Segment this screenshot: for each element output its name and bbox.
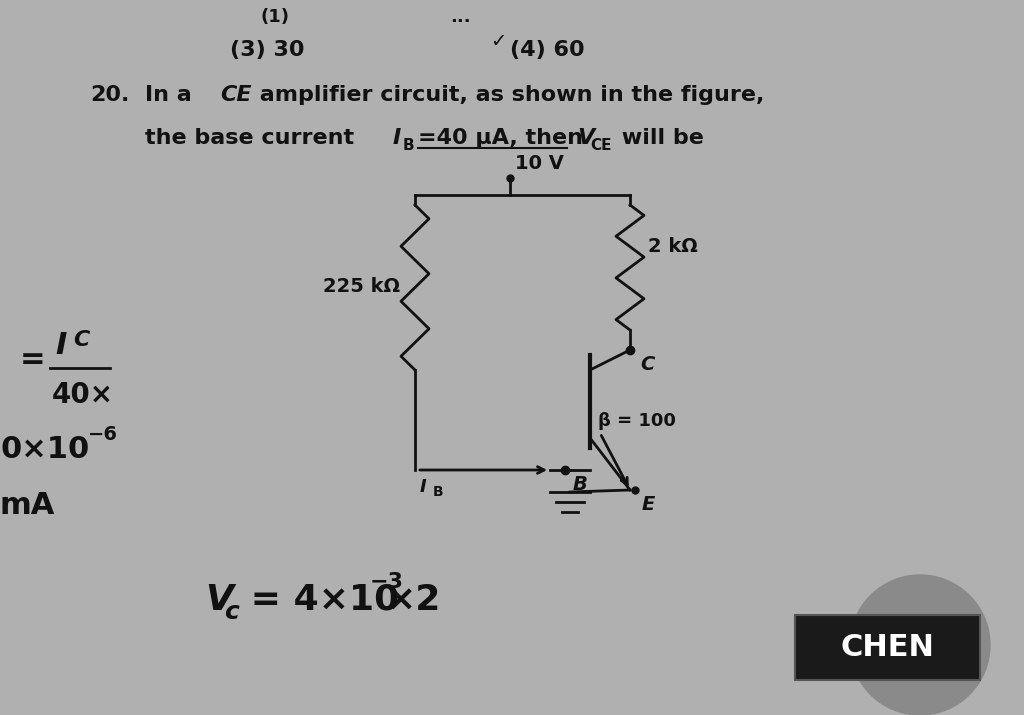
Text: 2 kΩ: 2 kΩ — [648, 237, 697, 257]
Text: (3) 30: (3) 30 — [230, 40, 304, 60]
Text: CE: CE — [220, 85, 252, 105]
Text: =: = — [20, 345, 46, 375]
Text: β = 100: β = 100 — [598, 412, 676, 430]
Text: (1): (1) — [260, 8, 289, 26]
Text: I: I — [393, 128, 401, 148]
Text: =40 μA, then: =40 μA, then — [418, 128, 591, 148]
Circle shape — [850, 575, 990, 715]
Text: CE: CE — [590, 138, 611, 153]
Text: C: C — [73, 330, 89, 350]
Text: −6: −6 — [88, 425, 118, 445]
Text: C: C — [640, 355, 654, 374]
Text: 225 kΩ: 225 kΩ — [323, 277, 400, 297]
Text: I: I — [420, 478, 427, 496]
Text: V: V — [205, 583, 233, 617]
Text: will be: will be — [614, 128, 703, 148]
Text: 20.: 20. — [90, 85, 129, 105]
Text: (4) 60: (4) 60 — [510, 40, 585, 60]
Text: I: I — [55, 330, 67, 360]
Text: c: c — [224, 600, 239, 624]
Text: ✓: ✓ — [490, 32, 507, 51]
Text: −3: −3 — [370, 572, 404, 592]
Text: = 4×10: = 4×10 — [238, 583, 399, 617]
Text: 0×10: 0×10 — [0, 435, 89, 465]
Text: 40×: 40× — [52, 381, 114, 409]
Text: B: B — [573, 475, 588, 494]
FancyBboxPatch shape — [795, 615, 980, 680]
Text: 10 V: 10 V — [515, 154, 564, 173]
Text: B: B — [433, 485, 443, 499]
Text: mA: mA — [0, 490, 55, 520]
Text: amplifier circuit, as shown in the figure,: amplifier circuit, as shown in the figur… — [252, 85, 764, 105]
Text: In a: In a — [145, 85, 200, 105]
Text: B: B — [403, 138, 415, 153]
Text: V: V — [577, 128, 594, 148]
Text: E: E — [642, 495, 655, 514]
Text: ...: ... — [450, 8, 471, 26]
Text: CHEN: CHEN — [840, 633, 934, 663]
Text: ×2: ×2 — [385, 583, 440, 617]
Text: the base current: the base current — [145, 128, 361, 148]
